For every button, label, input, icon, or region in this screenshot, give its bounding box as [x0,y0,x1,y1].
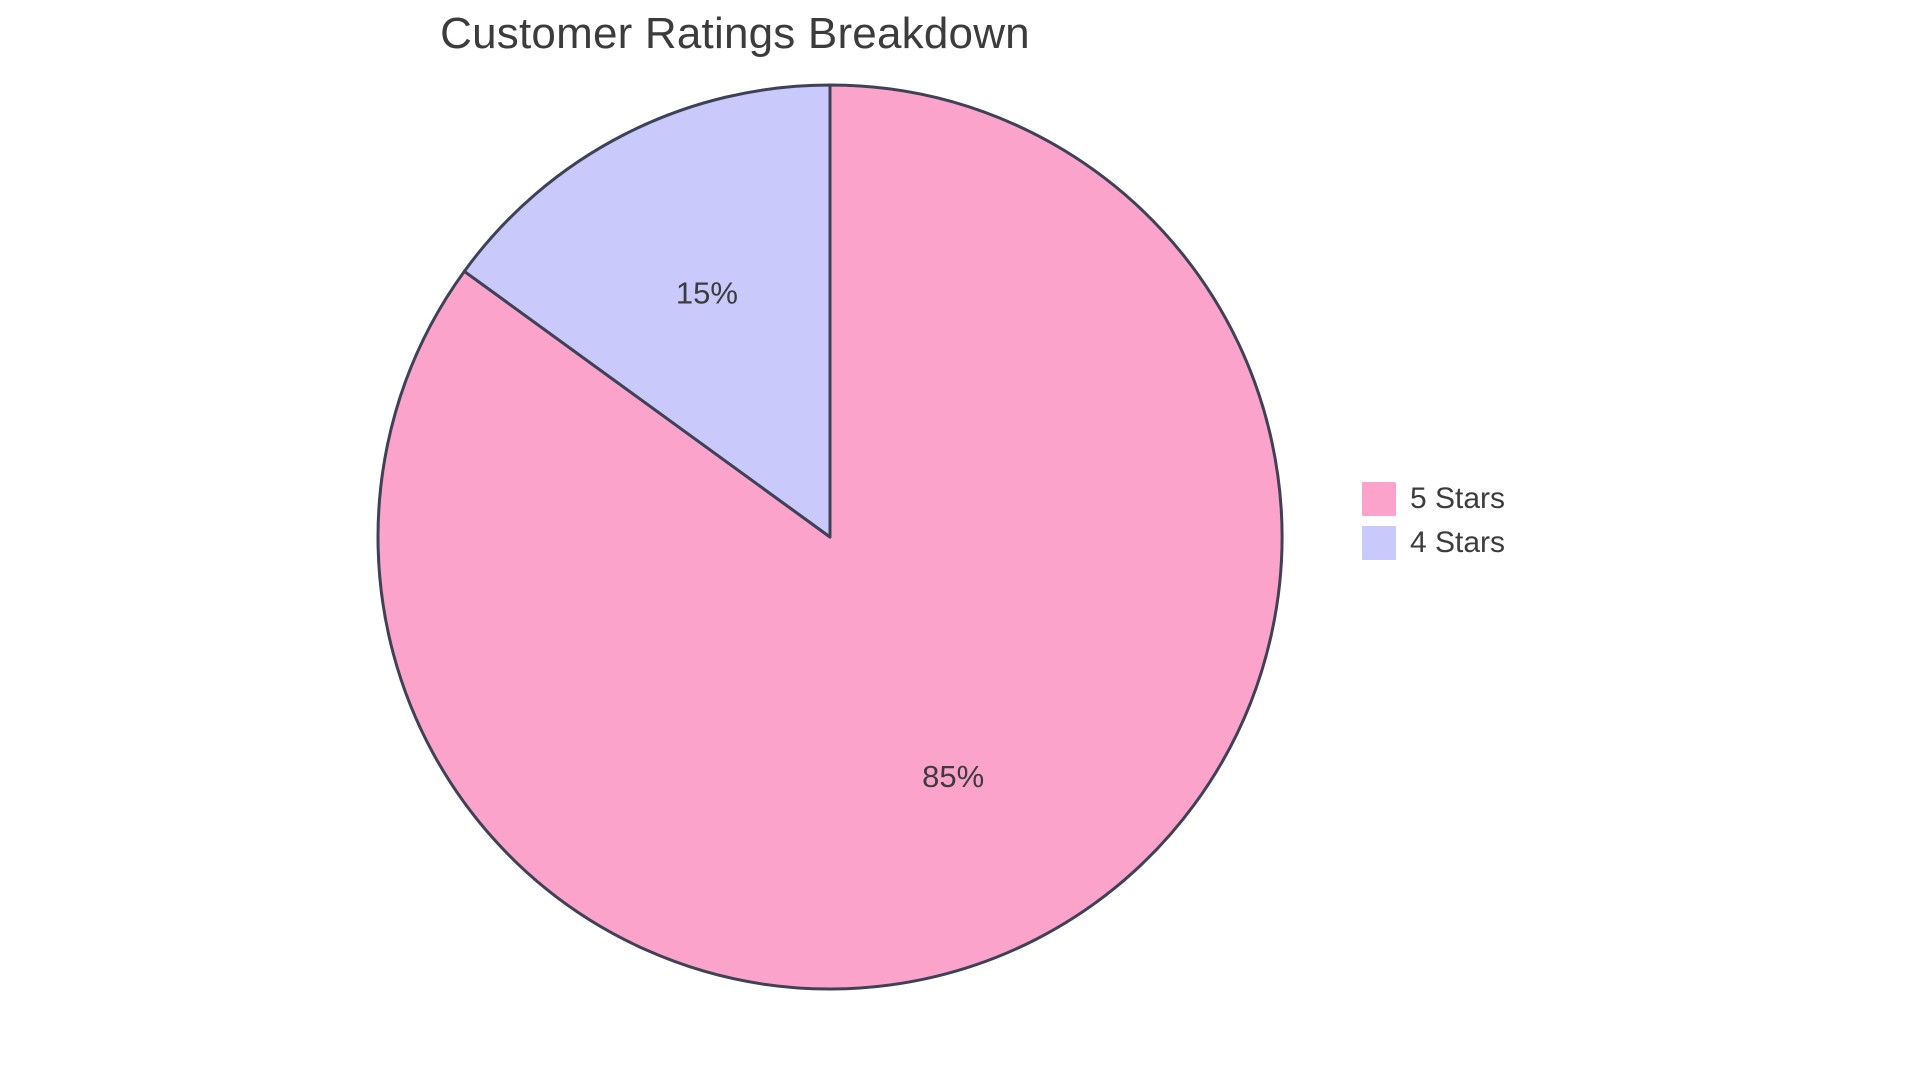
pie-chart-svg: 85% 15% [376,83,1284,991]
legend-label-4-stars: 4 Stars [1410,526,1506,559]
legend-item-5-stars[interactable]: 5 Stars [1362,482,1505,516]
page-title: Customer Ratings Breakdown [440,9,1030,58]
pie-slice-5-stars[interactable] [376,83,1284,991]
legend-item-4-stars[interactable]: 4 Stars [1362,526,1505,560]
legend-label-5-stars: 5 Stars [1410,482,1506,515]
chart-legend: 5 Stars 4 Stars [1362,482,1505,560]
pie-label-4-stars: 15% [676,276,738,311]
legend-swatch-4-stars [1362,526,1396,560]
pie-slice-4-stars[interactable] [462,83,832,539]
pie-label-5-stars: 85% [922,759,984,794]
legend-swatch-5-stars [1362,482,1396,516]
pie-chart-plot-area: 85% 15% [376,83,1284,991]
